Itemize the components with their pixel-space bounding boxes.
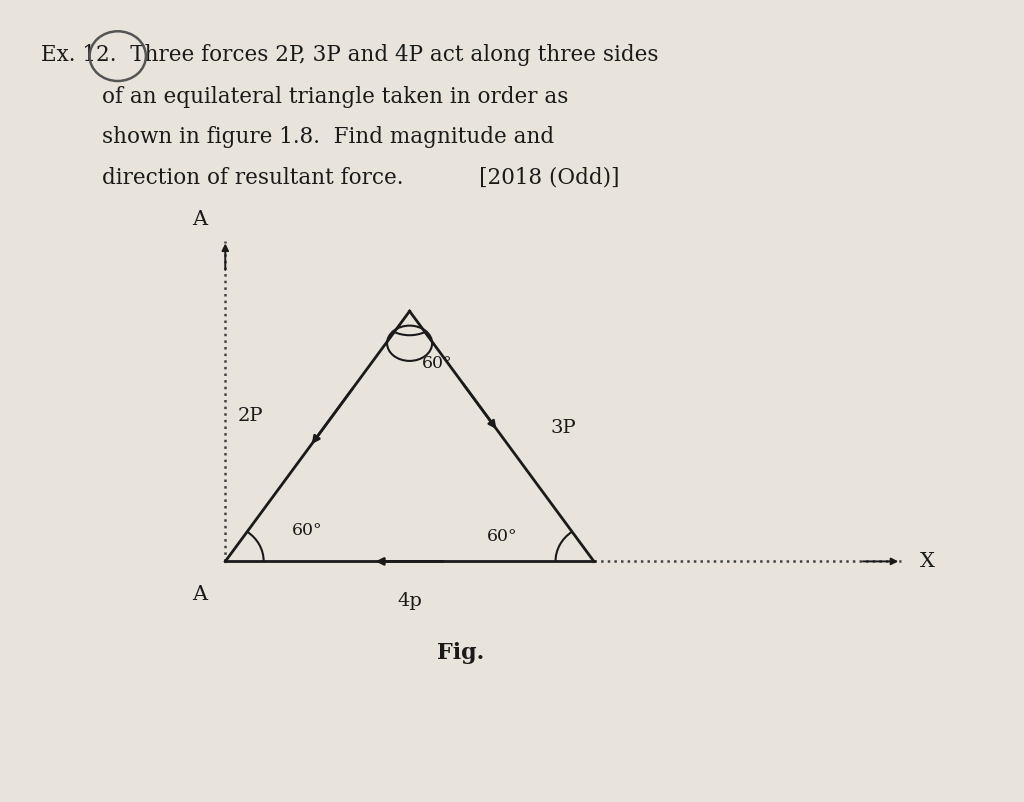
Text: 2P: 2P	[238, 407, 264, 425]
Text: A: A	[193, 209, 207, 229]
Text: 4p: 4p	[397, 592, 422, 610]
Text: 60°: 60°	[422, 355, 453, 372]
Text: direction of resultant force.           [2018 (Odd)]: direction of resultant force. [2018 (Odd…	[102, 166, 620, 188]
Text: A: A	[193, 585, 207, 605]
Text: X: X	[920, 552, 935, 571]
Text: Ex. 12.  Three forces 2P, 3P and 4P act along three sides: Ex. 12. Three forces 2P, 3P and 4P act a…	[41, 44, 658, 66]
Text: 60°: 60°	[486, 529, 517, 545]
Text: 3P: 3P	[550, 419, 577, 437]
Text: shown in figure 1.8.  Find magnitude and: shown in figure 1.8. Find magnitude and	[102, 126, 555, 148]
Text: Fig.: Fig.	[437, 642, 484, 663]
Text: of an equilateral triangle taken in order as: of an equilateral triangle taken in orde…	[102, 86, 568, 107]
Text: 60°: 60°	[292, 522, 323, 539]
